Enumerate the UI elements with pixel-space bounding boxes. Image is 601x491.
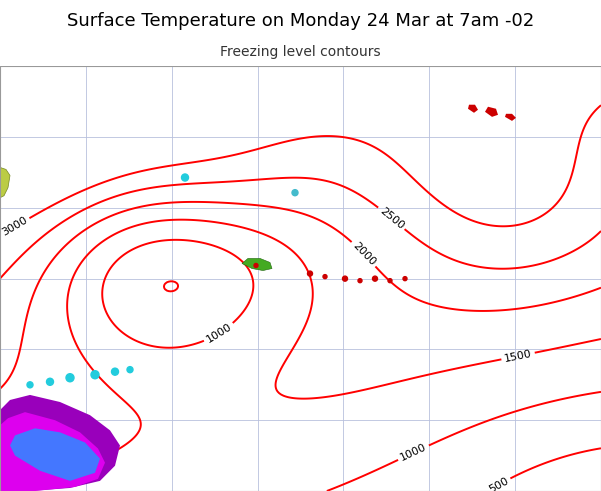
Text: 3000: 3000 <box>0 216 29 238</box>
Polygon shape <box>242 258 272 271</box>
Polygon shape <box>485 107 498 117</box>
Polygon shape <box>468 105 478 113</box>
Circle shape <box>254 264 258 268</box>
Polygon shape <box>505 114 516 121</box>
Polygon shape <box>0 412 105 491</box>
Circle shape <box>388 278 392 283</box>
Text: 1500: 1500 <box>504 349 532 364</box>
Circle shape <box>66 374 74 382</box>
Circle shape <box>91 371 99 379</box>
Circle shape <box>292 190 298 196</box>
Circle shape <box>358 278 362 283</box>
Circle shape <box>308 271 313 276</box>
Text: 1000: 1000 <box>398 442 429 463</box>
Text: 1000: 1000 <box>204 322 234 345</box>
Circle shape <box>112 368 118 375</box>
Circle shape <box>323 274 327 279</box>
Circle shape <box>343 276 347 281</box>
Text: Freezing level contours: Freezing level contours <box>220 45 381 59</box>
Circle shape <box>373 276 377 281</box>
Text: 2500: 2500 <box>377 206 406 231</box>
Text: 500: 500 <box>487 475 510 491</box>
Polygon shape <box>0 395 120 491</box>
Polygon shape <box>10 428 100 481</box>
Polygon shape <box>0 167 10 198</box>
Circle shape <box>403 276 407 281</box>
Circle shape <box>27 382 33 388</box>
Text: 2000: 2000 <box>350 241 377 268</box>
Circle shape <box>46 378 53 385</box>
Text: Surface Temperature on Monday 24 Mar at 7am -02: Surface Temperature on Monday 24 Mar at … <box>67 12 534 30</box>
Circle shape <box>182 174 189 181</box>
Circle shape <box>127 367 133 373</box>
